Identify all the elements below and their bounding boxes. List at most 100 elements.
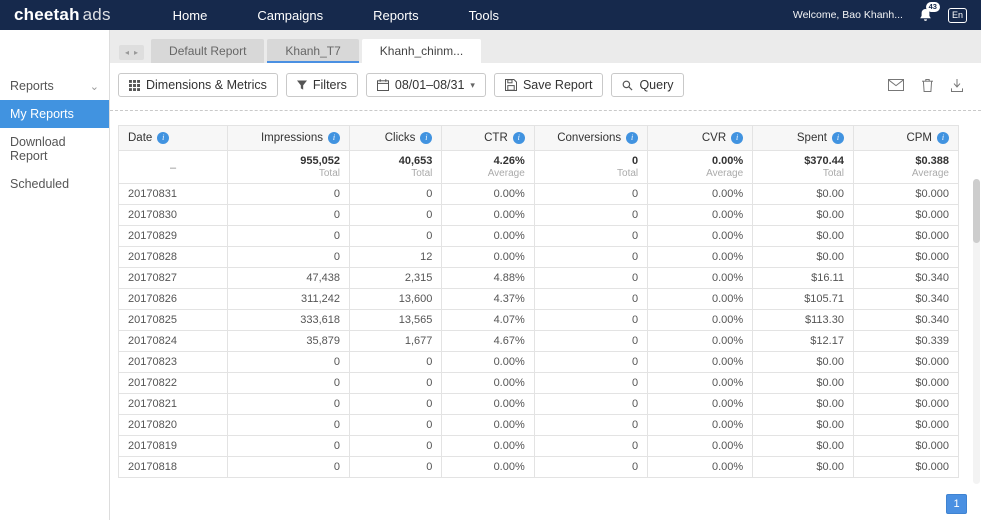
metric-cell: 333,618 bbox=[227, 309, 350, 332]
total-ctr-cell: 4.26% Average bbox=[441, 150, 535, 185]
metric-cell: 0 bbox=[348, 393, 443, 416]
tab-khanh-chinm[interactable]: Khanh_chinm... bbox=[361, 39, 482, 63]
metric-cell: 0.00% bbox=[441, 435, 535, 458]
nav-reports[interactable]: Reports bbox=[373, 7, 419, 23]
metric-cell: $0.00 bbox=[752, 435, 854, 458]
metric-cell: 4.67% bbox=[441, 330, 535, 353]
tab-khanh-t7[interactable]: Khanh_T7 bbox=[267, 39, 359, 63]
save-report-button[interactable]: Save Report bbox=[493, 73, 604, 97]
trash-icon[interactable] bbox=[922, 78, 933, 92]
vertical-scrollbar[interactable] bbox=[973, 179, 980, 484]
sidebar-item-scheduled[interactable]: Scheduled bbox=[0, 170, 109, 198]
metric-cell: $0.000 bbox=[852, 372, 960, 395]
envelope-icon[interactable] bbox=[888, 79, 904, 91]
table-row: 20170824 35,879 1,677 4.67% 0 0.00% $12.17 $0.3… bbox=[117, 330, 960, 353]
page-1-button[interactable]: 1 bbox=[946, 494, 967, 514]
metric-cell: 0.00% bbox=[441, 225, 535, 248]
column-header-impressions: Impressions i bbox=[227, 124, 350, 152]
info-icon[interactable]: i bbox=[731, 132, 744, 144]
nav-campaigns[interactable]: Campaigns bbox=[257, 7, 324, 23]
sidebar-section-label: Reports bbox=[10, 79, 54, 93]
metric-cell: 0 bbox=[227, 456, 350, 479]
table-row: 20170826 311,242 13,600 4.37% 0 0.00% $105.71 $… bbox=[117, 288, 960, 311]
language-label: En bbox=[951, 9, 963, 20]
metric-cell: $0.339 bbox=[852, 330, 960, 353]
metric-cell: $0.000 bbox=[852, 393, 960, 416]
metric-cell: 4.88% bbox=[441, 267, 535, 290]
notification-count-badge: 43 bbox=[925, 2, 940, 12]
info-icon[interactable]: i bbox=[937, 132, 949, 144]
dimensions-metrics-button[interactable]: Dimensions & Metrics bbox=[118, 73, 278, 97]
metric-cell: 4.37% bbox=[441, 288, 535, 311]
metric-cell: $0.00 bbox=[752, 225, 854, 248]
sidebar-item-my-reports[interactable]: My Reports bbox=[0, 100, 109, 128]
date-cell: 20170827 bbox=[117, 267, 229, 290]
metric-cell: 2,315 bbox=[348, 267, 443, 290]
info-icon[interactable]: i bbox=[157, 132, 170, 144]
arrow-right-icon[interactable]: ▸ bbox=[134, 48, 139, 57]
content-area: Reports ⌄ My Reports Download Report Sch… bbox=[0, 30, 981, 520]
metric-cell: $113.30 bbox=[752, 309, 854, 332]
date-range-button[interactable]: 08/01–08/31 ▾ bbox=[365, 73, 486, 97]
metric-cell: 0 bbox=[348, 204, 443, 227]
info-icon[interactable]: i bbox=[420, 132, 433, 144]
logo-text-light: ads bbox=[82, 5, 111, 24]
welcome-label: Welcome, bbox=[792, 9, 840, 21]
metric-cell: 0 bbox=[227, 393, 350, 416]
logo-text-bold: cheetah bbox=[14, 5, 80, 24]
welcome-text[interactable]: Welcome, Bao Khanh... bbox=[793, 9, 903, 21]
username: Bao Khanh... bbox=[842, 9, 903, 21]
caret-down-icon: ▾ bbox=[470, 79, 475, 90]
info-icon[interactable]: i bbox=[626, 132, 639, 144]
column-header-cvr: CVR i bbox=[647, 124, 754, 152]
notifications-button[interactable]: 43 bbox=[919, 2, 940, 22]
metric-cell: 0 bbox=[533, 372, 649, 395]
metric-cell: 0.00% bbox=[441, 414, 535, 437]
metric-cell: 0 bbox=[533, 183, 649, 206]
metric-cell: 0 bbox=[533, 288, 649, 311]
metric-cell: $0.000 bbox=[852, 351, 960, 374]
info-icon[interactable]: i bbox=[831, 132, 844, 144]
metric-cell: 12 bbox=[348, 246, 443, 269]
logo[interactable]: cheetah ads bbox=[14, 5, 111, 25]
metric-cell: $0.00 bbox=[752, 456, 854, 479]
metric-cell: $0.000 bbox=[852, 456, 960, 479]
nav-tools[interactable]: Tools bbox=[468, 7, 500, 23]
scrollbar-thumb[interactable] bbox=[973, 179, 980, 243]
metric-cell: $0.340 bbox=[852, 288, 960, 311]
date-cell: 20170822 bbox=[117, 372, 229, 395]
query-label: Query bbox=[639, 78, 674, 92]
column-label: CPM bbox=[906, 132, 932, 145]
column-header-spent: Spent i bbox=[752, 124, 854, 152]
sidebar-item-label: Scheduled bbox=[10, 177, 70, 191]
sidebar-section-reports[interactable]: Reports ⌄ bbox=[0, 72, 109, 100]
metric-cell: $0.000 bbox=[852, 414, 960, 437]
date-cell: 20170821 bbox=[117, 393, 229, 416]
total-spent-cell: $370.44 Total bbox=[752, 150, 854, 185]
query-button[interactable]: Query bbox=[611, 73, 685, 97]
download-icon[interactable] bbox=[951, 78, 963, 92]
tab-default-report[interactable]: Default Report bbox=[151, 39, 265, 63]
column-label: Impressions bbox=[260, 132, 323, 145]
metric-cell: 0 bbox=[348, 456, 443, 479]
info-icon[interactable]: i bbox=[512, 132, 525, 144]
filters-button[interactable]: Filters bbox=[285, 73, 358, 97]
sidebar-item-download-report[interactable]: Download Report bbox=[0, 128, 109, 170]
language-selector[interactable]: En bbox=[947, 7, 967, 23]
metric-cell: 0.00% bbox=[441, 351, 535, 374]
metric-cell: 0 bbox=[533, 309, 649, 332]
metric-cell: 0 bbox=[533, 456, 649, 479]
metric-cell: $0.340 bbox=[852, 267, 960, 290]
metric-cell: $0.00 bbox=[752, 414, 854, 437]
metric-cell: 0 bbox=[533, 204, 649, 227]
info-icon[interactable]: i bbox=[327, 132, 340, 144]
metric-cell: 0 bbox=[348, 351, 443, 374]
metric-cell: 0.00% bbox=[647, 309, 754, 332]
table-row: 20170828 0 12 0.00% 0 0.00% $0.00 $0.000 bbox=[117, 246, 960, 269]
metric-cell: 0 bbox=[348, 372, 443, 395]
column-label: Date bbox=[128, 132, 153, 145]
grid-icon bbox=[129, 79, 140, 91]
nav-home[interactable]: Home bbox=[172, 7, 208, 23]
arrow-left-icon[interactable]: ◂ bbox=[125, 48, 130, 57]
